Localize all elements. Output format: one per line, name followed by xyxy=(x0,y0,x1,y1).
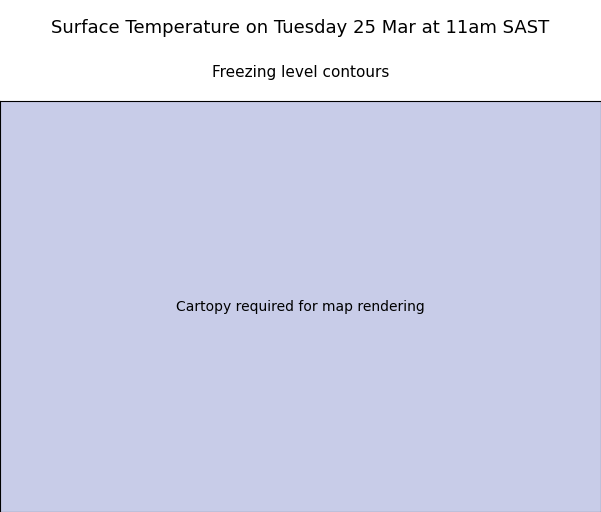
Text: Freezing level contours: Freezing level contours xyxy=(212,66,389,80)
Text: Surface Temperature on Tuesday 25 Mar at 11am SAST: Surface Temperature on Tuesday 25 Mar at… xyxy=(51,19,550,37)
Text: Cartopy required for map rendering: Cartopy required for map rendering xyxy=(176,300,425,314)
